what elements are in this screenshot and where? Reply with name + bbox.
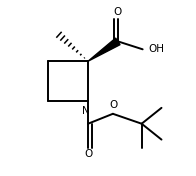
Text: N: N: [82, 106, 90, 116]
Text: OH: OH: [149, 44, 164, 54]
Text: O: O: [110, 100, 118, 110]
Text: O: O: [84, 149, 92, 159]
Polygon shape: [88, 38, 120, 61]
Text: O: O: [114, 7, 122, 17]
